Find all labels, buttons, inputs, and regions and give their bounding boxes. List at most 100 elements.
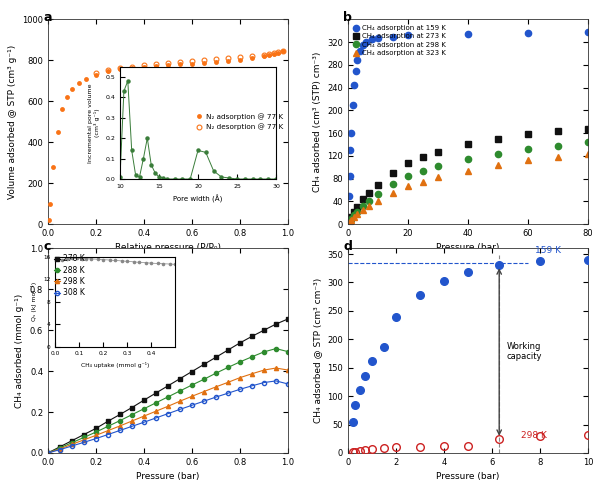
N₂ desorption @ 77 K [152,61,160,67]
N₂ adsorption @ 77 K [59,107,66,112]
308 K [128,423,136,429]
308 K [68,443,76,449]
278 K [212,354,220,360]
CH₄ adsorption at 298 K [374,191,382,197]
308 K [104,431,112,437]
298 K [104,428,112,433]
CH₄ adsorption at 298 K [404,173,412,179]
CH₄ adsorption at 298 K [524,146,532,152]
308 K [248,383,256,389]
CH₄ adsorption at 323 K [347,217,355,223]
N₂ desorption @ 77 K [280,49,287,55]
N₂ desorption @ 77 K [104,67,112,73]
308 K [236,386,244,392]
CH₄ adsorption at 273 K [359,196,367,202]
N₂ adsorption @ 77 K [152,63,160,69]
N₂ adsorption @ 77 K [92,72,100,77]
288 K [80,434,88,440]
308 K [200,398,208,404]
298 K [200,389,208,394]
Legend: CH₄ adsorption at 159 K, CH₄ adsorption at 273 K, CH₄ adsorption at 298 K, CH₄ a: CH₄ adsorption at 159 K, CH₄ adsorption … [352,23,448,58]
Text: 159 K: 159 K [535,246,561,255]
N₂ adsorption @ 77 K [128,65,136,71]
N₂ adsorption @ 77 K [275,50,282,56]
CH₄ adsorption at 273 K [434,150,442,155]
278 K [68,438,76,444]
Line: N₂ adsorption @ 77 K: N₂ adsorption @ 77 K [47,49,286,223]
Y-axis label: CH₄ adsorbed (mmol g⁻¹): CH₄ adsorbed (mmol g⁻¹) [16,294,25,408]
308 K [188,402,196,408]
N₂ desorption @ 77 K [236,54,244,60]
CH₄ adsorption at 323 K [434,174,442,180]
288 K [260,349,268,355]
N₂ adsorption @ 77 K [76,80,83,86]
298 K [116,423,124,429]
CH₄ adsorption at 159 K [353,57,361,63]
288 K [272,346,280,352]
288 K [236,359,244,365]
288 K [128,412,136,417]
CH₄ adsorption at 298 K [464,156,472,162]
N₂ adsorption @ 77 K [224,58,232,64]
Y-axis label: CH₄ adsorbed (cm³ (STP) cm⁻³): CH₄ adsorbed (cm³ (STP) cm⁻³) [313,52,322,192]
CH₄ adsorption at 159 K [349,102,356,108]
CH₄ adsorption at 273 K [346,219,353,225]
278 K [224,347,232,353]
CH₄ adsorption at 273 K [346,218,353,224]
X-axis label: Relative pressure (P/P₀): Relative pressure (P/P₀) [115,244,221,252]
298 K [140,413,148,419]
308 K [176,407,184,412]
CH₄ adsorption at 323 K [359,207,367,213]
N₂ adsorption @ 77 K [270,51,277,57]
298 K [224,379,232,385]
N₂ desorption @ 77 K [260,52,268,57]
298 K [56,446,64,452]
CH₄ adsorption at 273 K [389,170,397,176]
CH₄ adsorption at 298 K [350,212,358,218]
N₂ adsorption @ 77 K [68,86,76,92]
278 K [260,327,268,333]
CH₄ adsorption at 273 K [464,142,472,148]
CH₄ adsorption at 159 K [346,173,353,179]
N₂ adsorption @ 77 K [46,217,53,223]
CH₄ adsorption at 159 K [389,34,397,39]
CH₄ adsorption at 298 K [419,168,427,173]
N₂ adsorption @ 77 K [236,56,244,62]
288 K [116,418,124,424]
N₂ desorption @ 77 K [116,65,124,71]
CH₄ adsorption at 273 K [347,214,355,220]
CH₄ adsorption at 159 K [404,33,412,38]
CH₄ adsorption at 159 K [350,82,358,88]
Line: N₂ desorption @ 77 K: N₂ desorption @ 77 K [94,49,286,75]
288 K [212,370,220,376]
CH₄ adsorption at 323 K [365,204,373,209]
298 K [92,432,100,438]
288 K [188,382,196,388]
278 K [236,340,244,346]
288 K [152,400,160,406]
278 K [116,412,124,417]
Line: 308 K: 308 K [46,379,290,455]
N₂ desorption @ 77 K [140,62,148,68]
CH₄ adsorption at 159 K [368,37,376,42]
N₂ adsorption @ 77 K [280,49,287,55]
298 K [188,393,196,399]
N₂ adsorption @ 77 K [104,68,112,74]
CH₄ adsorption at 159 K [524,30,532,36]
CH₄ adsorption at 159 K [347,147,354,153]
CH₄ adsorption at 298 K [554,143,562,149]
288 K [68,440,76,446]
CH₄ adsorption at 298 K [346,218,353,224]
298 K [284,367,292,373]
288 K [164,394,172,400]
308 K [92,436,100,442]
CH₄ adsorption at 298 K [584,139,592,145]
X-axis label: Pressure (bar): Pressure (bar) [436,244,500,252]
288 K [44,450,52,456]
278 K [56,444,64,450]
298 K [164,403,172,409]
CH₄ adsorption at 298 K [434,163,442,169]
278 K [104,418,112,424]
278 K [176,376,184,382]
278 K [272,321,280,327]
